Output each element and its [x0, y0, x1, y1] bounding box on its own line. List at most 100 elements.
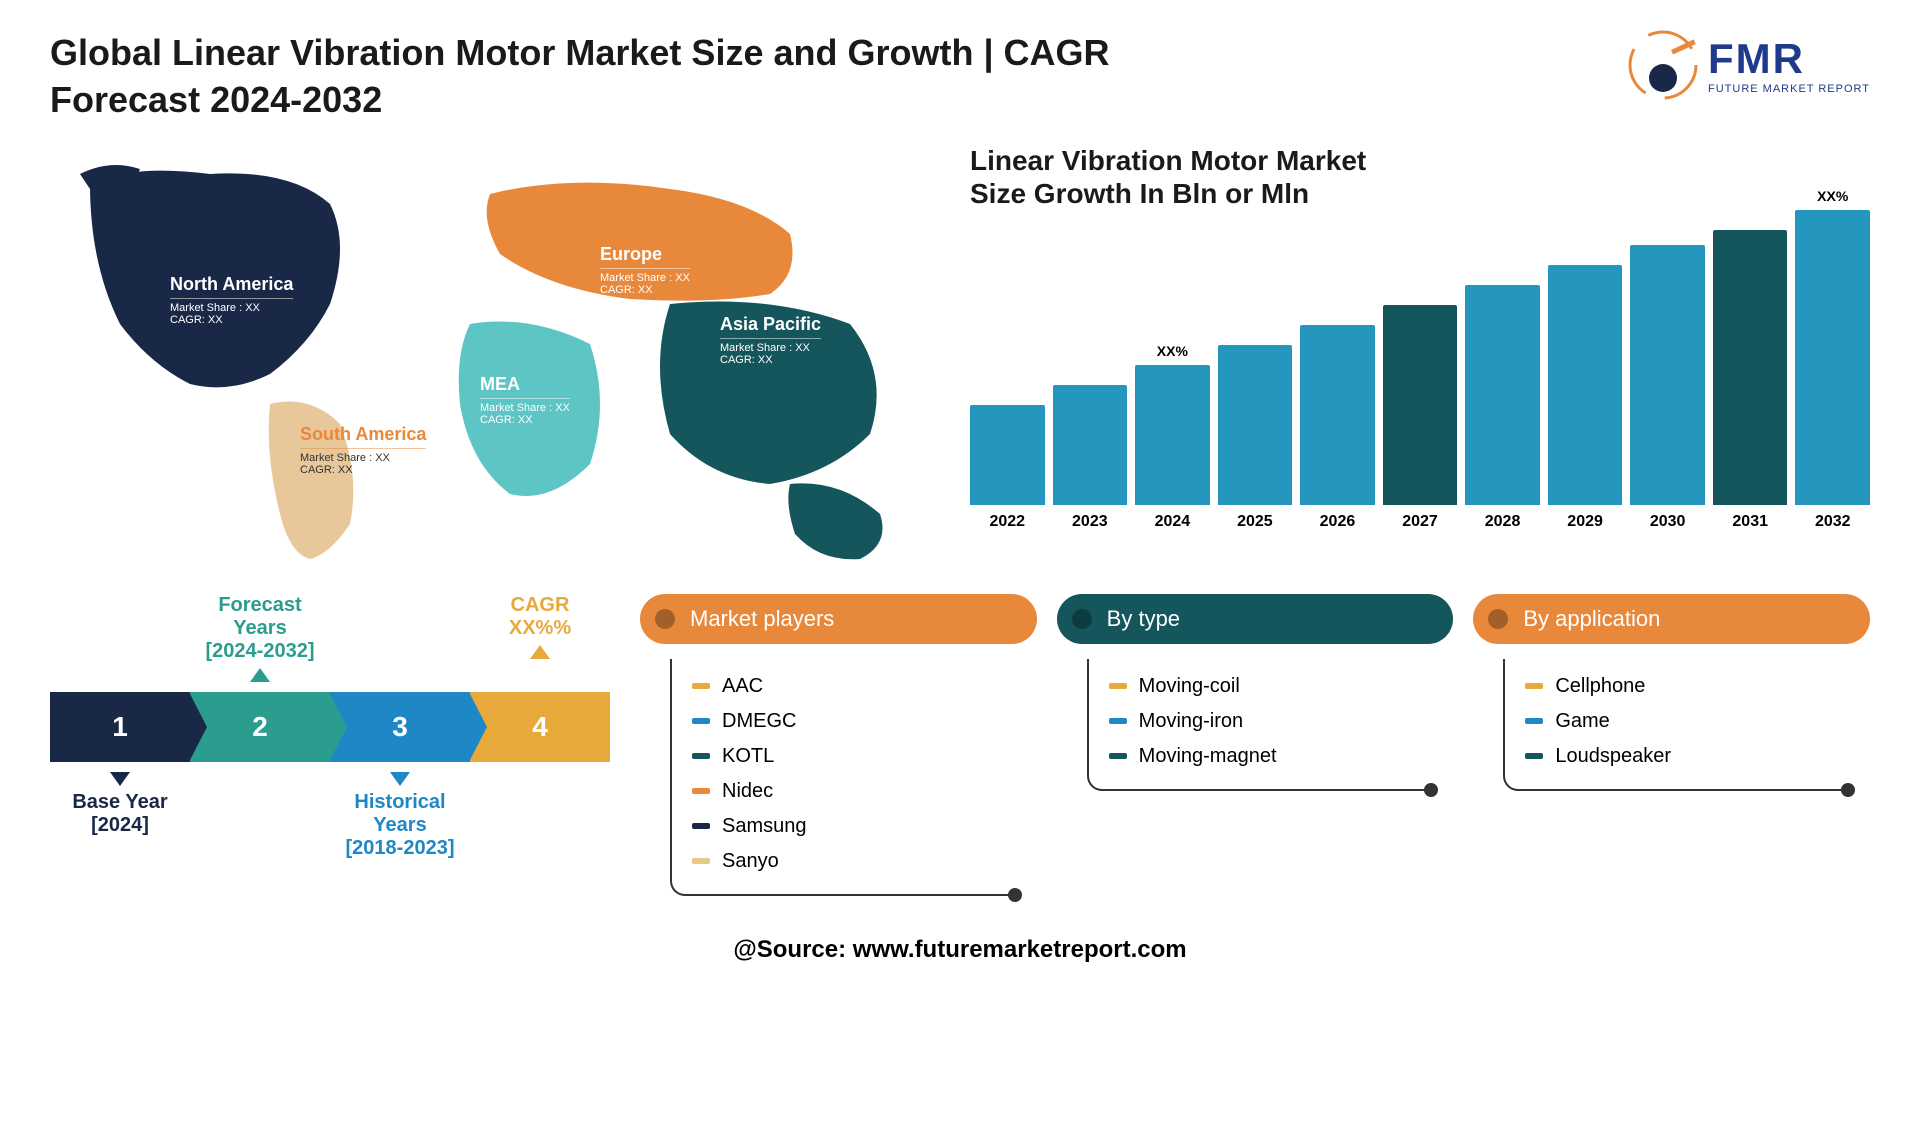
category-item: DMEGC: [692, 704, 1017, 739]
timeline-block: 1: [50, 692, 190, 762]
timeline-bottom-label: Historical Years [2018-2023]: [330, 767, 470, 860]
category-column: Market players AAC DMEGC KOTL Nidec Sams…: [640, 594, 1037, 896]
bar-column: XX% 2032: [1795, 210, 1870, 531]
bar-column: 2028: [1465, 285, 1540, 531]
category-item-label: KOTL: [722, 745, 774, 768]
category-item-label: Game: [1555, 710, 1609, 733]
category-item: Moving-coil: [1109, 669, 1434, 704]
bar-year-label: 2031: [1732, 513, 1768, 531]
category-item: Moving-magnet: [1109, 739, 1434, 774]
bar: [1053, 385, 1128, 505]
category-item-label: DMEGC: [722, 710, 796, 733]
bottom-section: Forecast Years [2024-2032] CAGR XX%% 123…: [50, 594, 1870, 896]
bar-year-label: 2025: [1237, 513, 1273, 531]
bar: XX%: [1135, 365, 1210, 505]
bar-column: 2026: [1300, 325, 1375, 531]
bar-year-label: 2029: [1567, 513, 1603, 531]
category-list: Moving-coil Moving-iron Moving-magnet: [1087, 659, 1434, 791]
timeline-block: 4: [470, 692, 610, 762]
timeline-bottom-label: Base Year [2024]: [50, 767, 190, 860]
bar: [1713, 230, 1788, 505]
timeline: Forecast Years [2024-2032] CAGR XX%% 123…: [50, 594, 610, 860]
bar-year-label: 2024: [1155, 513, 1191, 531]
category-header: Market players: [640, 594, 1037, 644]
region-name: North America: [170, 274, 293, 295]
region-share: Market Share : XX: [720, 338, 821, 354]
category-column: By type Moving-coil Moving-iron Moving-m…: [1057, 594, 1454, 896]
bar-column: 2023: [1053, 385, 1128, 531]
bullet-icon: [1109, 683, 1127, 689]
bullet-icon: [1525, 753, 1543, 759]
category-item: Loudspeaker: [1525, 739, 1850, 774]
bullet-icon: [692, 683, 710, 689]
bullet-icon: [692, 823, 710, 829]
category-item: Cellphone: [1525, 669, 1850, 704]
bar-column: 2027: [1383, 305, 1458, 531]
category-item: KOTL: [692, 739, 1017, 774]
tl-sub: XX%%: [470, 617, 610, 640]
region-cagr: CAGR: XX: [170, 314, 293, 326]
bars-container: 2022 2023 XX% 2024 2025 2026 2027 2028 2…: [970, 231, 1870, 531]
bullet-icon: [1525, 718, 1543, 724]
arrow-down-icon: [390, 772, 410, 786]
category-header: By application: [1473, 594, 1870, 644]
tl-sub: [2018-2023]: [330, 837, 470, 860]
timeline-top-label: CAGR XX%%: [470, 594, 610, 687]
category-item-label: Loudspeaker: [1555, 745, 1671, 768]
bar: XX%: [1795, 210, 1870, 505]
region-label-na: North America Market Share : XX CAGR: XX: [170, 274, 293, 326]
category-item-label: Cellphone: [1555, 675, 1645, 698]
tl-title: Forecast Years: [190, 594, 330, 640]
category-item-label: Nidec: [722, 780, 773, 803]
region-share: Market Share : XX: [600, 268, 690, 284]
bar-value-label: XX%: [1817, 188, 1848, 204]
bar-column: 2031: [1713, 230, 1788, 531]
region-cagr: CAGR: XX: [720, 354, 821, 366]
category-item-label: Samsung: [722, 815, 807, 838]
bar-column: XX% 2024: [1135, 365, 1210, 531]
bar-column: 2029: [1548, 265, 1623, 531]
logo-text: FMR: [1708, 35, 1870, 83]
timeline-block: 3: [330, 692, 470, 762]
category-header: By type: [1057, 594, 1454, 644]
region-name: Europe: [600, 244, 690, 265]
bullet-icon: [692, 788, 710, 794]
category-item-label: Moving-coil: [1139, 675, 1240, 698]
categories-row: Market players AAC DMEGC KOTL Nidec Sams…: [640, 594, 1870, 896]
category-list: AAC DMEGC KOTL Nidec Samsung Sanyo: [670, 659, 1017, 896]
bullet-icon: [692, 753, 710, 759]
category-column: By application Cellphone Game Loudspeake…: [1473, 594, 1870, 896]
region-share: Market Share : XX: [170, 298, 293, 314]
bullet-icon: [692, 858, 710, 864]
logo-icon: [1628, 30, 1698, 100]
tl-sub: [2024-2032]: [190, 640, 330, 663]
tl-title: Historical Years: [330, 791, 470, 837]
tl-title: CAGR: [470, 594, 610, 617]
bullet-icon: [692, 718, 710, 724]
bullet-icon: [1109, 718, 1127, 724]
region-name: South America: [300, 424, 426, 445]
region-label-sa: South America Market Share : XX CAGR: XX: [300, 424, 426, 476]
category-item: Sanyo: [692, 844, 1017, 879]
bar-year-label: 2027: [1402, 513, 1438, 531]
bar-year-label: 2023: [1072, 513, 1108, 531]
category-item-label: Moving-iron: [1139, 710, 1243, 733]
bar: [1548, 265, 1623, 505]
bar: [1465, 285, 1540, 505]
chart-title: Linear Vibration Motor Market Size Growt…: [970, 144, 1370, 211]
category-item-label: Sanyo: [722, 850, 779, 873]
bar: [1300, 325, 1375, 505]
world-map: North America Market Share : XX CAGR: XX…: [50, 144, 930, 564]
region-label-mea: MEA Market Share : XX CAGR: XX: [480, 374, 570, 426]
bullet-icon: [1109, 753, 1127, 759]
arrow-up-icon: [250, 668, 270, 682]
region-label-eu: Europe Market Share : XX CAGR: XX: [600, 244, 690, 296]
bar-column: 2025: [1218, 345, 1293, 531]
bar: [1383, 305, 1458, 505]
category-item: Nidec: [692, 774, 1017, 809]
timeline-block: 2: [190, 692, 330, 762]
bar: [1218, 345, 1293, 505]
bar: [1630, 245, 1705, 505]
category-item-label: AAC: [722, 675, 763, 698]
page-title: Global Linear Vibration Motor Market Siz…: [50, 30, 1250, 124]
